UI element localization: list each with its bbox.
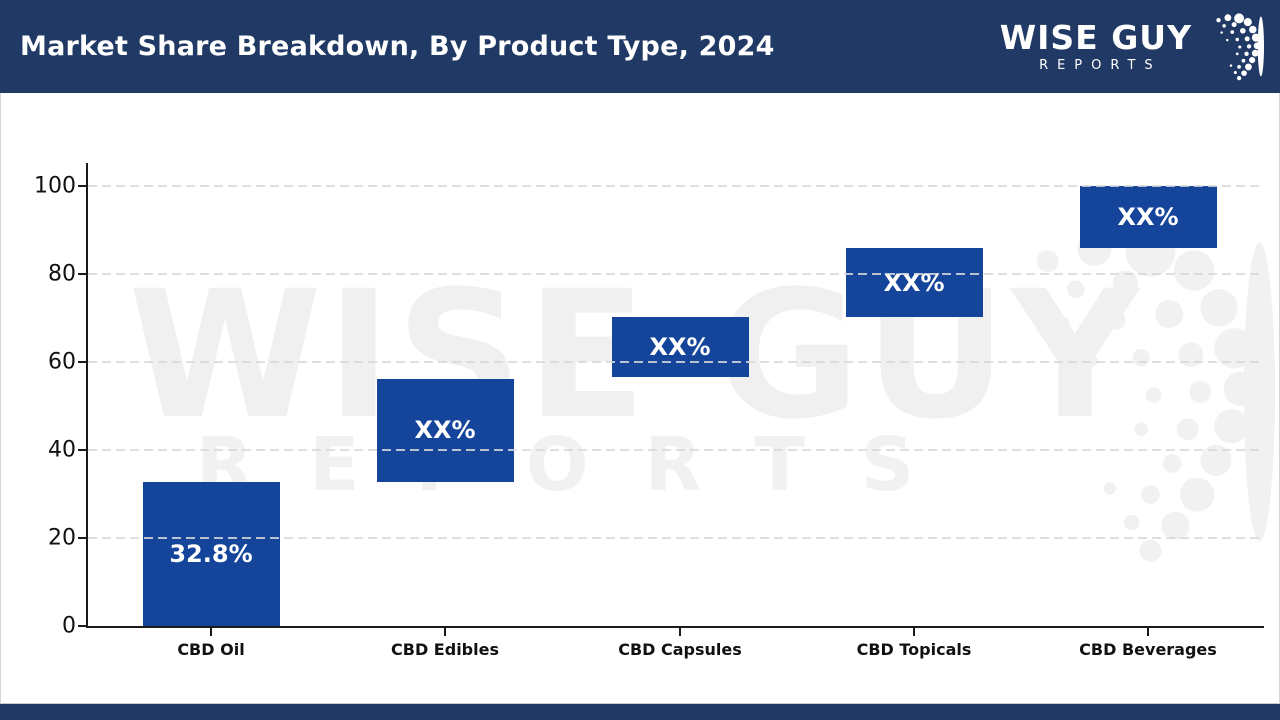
footer-bar [0, 704, 1280, 720]
bar-cbd-beverages: XX% [1079, 186, 1217, 249]
logo-text: WISE GUY REPORTS [1000, 21, 1192, 73]
x-tick-2 [444, 628, 446, 636]
bar-value-label: XX% [649, 333, 711, 362]
x-label-cbd-topicals: CBD Topicals [856, 640, 972, 659]
gridline-60 [88, 361, 1260, 363]
left-border [0, 93, 1, 704]
bar-cbd-edibles: XX% [376, 378, 514, 482]
y-tick-label-60: 60 [48, 349, 76, 375]
y-tick-label-0: 0 [62, 613, 76, 639]
footer-hairline [0, 703, 1280, 704]
y-tick-20 [78, 537, 86, 539]
x-label-cbd-capsules: CBD Capsules [618, 640, 742, 659]
x-label-cbd-edibles: CBD Edibles [391, 640, 499, 659]
bar-cbd-topicals: XX% [845, 248, 983, 318]
header-bar: Market Share Breakdown, By Product Type,… [0, 0, 1280, 93]
bar-cbd-capsules: XX% [611, 317, 749, 377]
x-axis-line [86, 626, 1264, 628]
bar-cbd-oil: 32.8% [142, 481, 280, 626]
x-label-cbd-beverages: CBD Beverages [1079, 640, 1217, 659]
dotted-face-logo-icon [1216, 12, 1264, 80]
x-tick-3 [679, 628, 681, 636]
y-tick-0 [78, 625, 86, 627]
y-tick-label-20: 20 [48, 525, 76, 551]
y-tick-label-80: 80 [48, 261, 76, 287]
gridline-40 [88, 449, 1260, 451]
x-tick-1 [210, 628, 212, 636]
bar-value-label: XX% [1117, 203, 1179, 232]
logo-subtitle: REPORTS [1039, 57, 1162, 73]
y-tick-100 [78, 185, 86, 187]
bar-value-label: XX% [414, 416, 476, 445]
y-tick-60 [78, 361, 86, 363]
x-tick-4 [913, 628, 915, 636]
watermark-subtitle: REPORTS [196, 422, 971, 508]
gridline-20 [88, 537, 1260, 539]
x-label-cbd-oil: CBD Oil [177, 640, 245, 659]
chart-title: Market Share Breakdown, By Product Type,… [20, 31, 775, 62]
gridline-100 [88, 185, 1260, 187]
logo-wordmark: WISE GUY [999, 17, 1192, 57]
bar-value-label: 32.8% [169, 539, 253, 568]
gridline-80 [88, 273, 1260, 275]
x-tick-5 [1147, 628, 1149, 636]
wise-guy-logo: WISE GUY REPORTS [1000, 10, 1270, 84]
y-tick-label-100: 100 [34, 173, 76, 199]
y-tick-80 [78, 273, 86, 275]
y-tick-40 [78, 449, 86, 451]
y-axis-line [86, 163, 88, 628]
y-tick-label-40: 40 [48, 437, 76, 463]
